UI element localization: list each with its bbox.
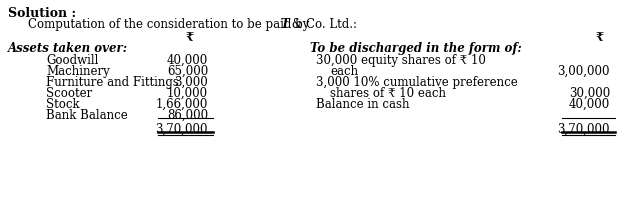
Text: Solution :: Solution : [8,7,76,20]
Text: Assets taken over:: Assets taken over: [8,42,128,55]
Text: 3,000 10% cumulative preference: 3,000 10% cumulative preference [316,76,518,89]
Text: 3,00,000: 3,00,000 [557,65,610,78]
Text: Machinery: Machinery [46,65,110,78]
Text: Scooter: Scooter [46,87,92,100]
Text: 1,66,000: 1,66,000 [156,98,208,111]
Text: & Co. Ltd.:: & Co. Ltd.: [288,18,357,31]
Text: 86,000: 86,000 [167,109,208,122]
Text: Goodwill: Goodwill [46,54,98,67]
Text: each: each [330,65,358,78]
Text: Bank Balance: Bank Balance [46,109,128,122]
Text: Computation of the consideration to be paid by: Computation of the consideration to be p… [28,18,313,31]
Text: Furniture and Fittings: Furniture and Fittings [46,76,179,89]
Text: 3,70,000: 3,70,000 [156,123,208,136]
Text: T: T [280,18,289,31]
Text: ₹: ₹ [186,31,194,44]
Text: shares of ₹ 10 each: shares of ₹ 10 each [330,87,446,100]
Text: 65,000: 65,000 [167,65,208,78]
Text: 40,000: 40,000 [167,54,208,67]
Text: 30,000: 30,000 [569,87,610,100]
Text: ₹: ₹ [596,31,604,44]
Text: 30,000 equity shares of ₹ 10: 30,000 equity shares of ₹ 10 [316,54,486,67]
Text: 40,000: 40,000 [569,98,610,111]
Text: 3,000: 3,000 [174,76,208,89]
Text: Balance in cash: Balance in cash [316,98,410,111]
Text: To be discharged in the form of:: To be discharged in the form of: [310,42,522,55]
Text: 10,000: 10,000 [167,87,208,100]
Text: Stock: Stock [46,98,80,111]
Text: 3,70,000: 3,70,000 [557,123,610,136]
